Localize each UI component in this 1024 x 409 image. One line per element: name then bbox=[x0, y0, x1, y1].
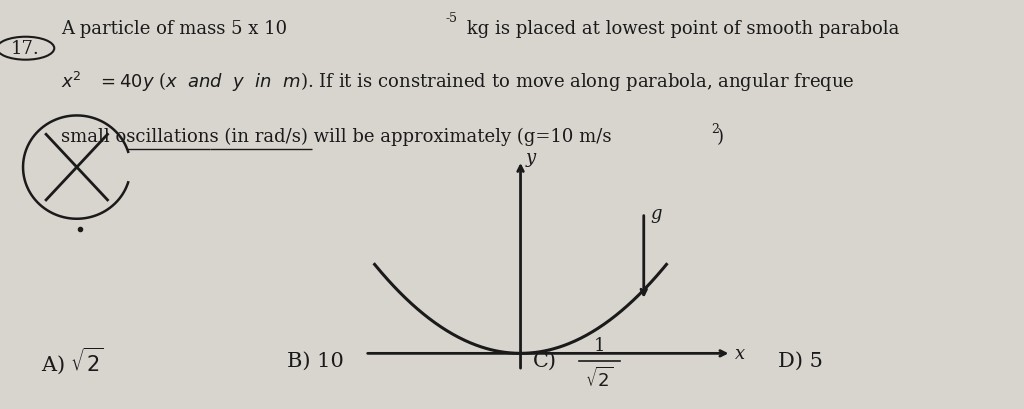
Text: 17.: 17. bbox=[11, 40, 40, 58]
Text: $\sqrt{2}$: $\sqrt{2}$ bbox=[585, 366, 613, 390]
Text: kg is placed at lowest point of smooth parabola: kg is placed at lowest point of smooth p… bbox=[461, 20, 899, 38]
Text: x: x bbox=[734, 344, 744, 362]
Text: B) 10: B) 10 bbox=[287, 351, 344, 369]
Text: y: y bbox=[525, 148, 536, 166]
Text: ): ) bbox=[717, 128, 724, 146]
Text: 1: 1 bbox=[593, 337, 605, 355]
Text: A) $\sqrt{2}$: A) $\sqrt{2}$ bbox=[41, 345, 103, 375]
Text: 2: 2 bbox=[712, 122, 720, 135]
Text: $x^2$: $x^2$ bbox=[61, 72, 82, 92]
Text: A particle of mass 5 x 10: A particle of mass 5 x 10 bbox=[61, 20, 288, 38]
Text: g: g bbox=[650, 204, 662, 222]
Text: small oscillations (in rad/s) will be approximately (g=10 m/s: small oscillations (in rad/s) will be ap… bbox=[61, 128, 612, 146]
Text: -5: -5 bbox=[445, 12, 458, 25]
Text: C): C) bbox=[532, 351, 556, 369]
Text: D) 5: D) 5 bbox=[778, 351, 823, 369]
Text: $= 40y$ ($x$  $and$  $y$  $in$  $m$). If it is constrained to move along parabol: $= 40y$ ($x$ $and$ $y$ $in$ $m$). If it … bbox=[97, 70, 855, 93]
